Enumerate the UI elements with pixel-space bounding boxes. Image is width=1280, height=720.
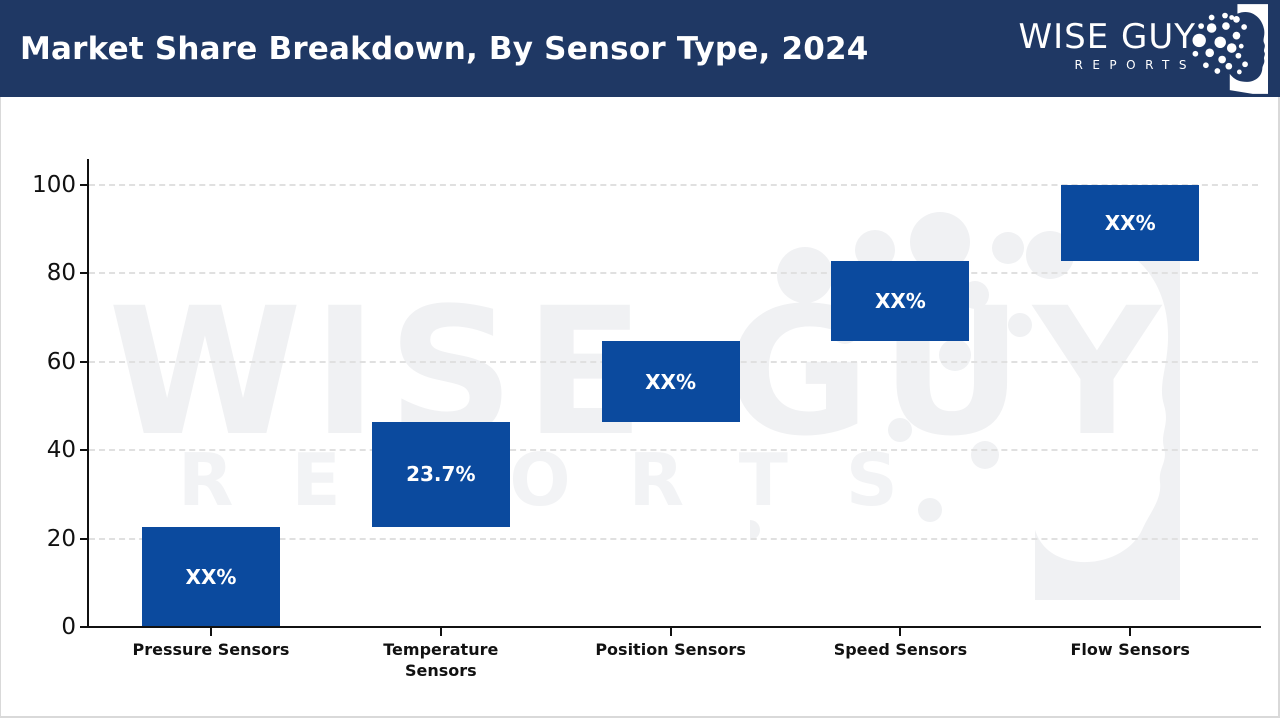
- x-axis-tick: [439, 628, 442, 636]
- page-border-right: [1278, 97, 1280, 717]
- logo-wordmark: WISE GUY: [1018, 17, 1196, 57]
- x-category-label: Speed Sensors: [833, 640, 968, 659]
- x-axis-tick: [899, 628, 902, 636]
- watermark-subtitle: REPORTS: [178, 438, 956, 522]
- y-tick-label: 100: [32, 172, 76, 198]
- grid-line: [89, 272, 1258, 275]
- x-axis-tick: [1129, 628, 1132, 636]
- y-axis-tick: [80, 272, 88, 275]
- y-tick-label: 20: [46, 525, 76, 552]
- bar-segment: XX%: [142, 526, 280, 627]
- header-bar: Market Share Breakdown, By Sensor Type, …: [0, 0, 1280, 97]
- page-border-bottom: [0, 716, 1280, 718]
- x-category-label: Temperature Sensors: [383, 640, 499, 680]
- x-axis-line: [87, 626, 1261, 628]
- wise-guy-logo: WISE GUY REPORTS: [1000, 4, 1268, 94]
- grid-line: [89, 537, 1258, 540]
- y-axis-tick: [80, 360, 88, 363]
- y-tick-label: 40: [46, 437, 76, 464]
- y-axis-tick: [80, 449, 88, 452]
- bar-segment: XX%: [1061, 185, 1200, 262]
- grid-line: [89, 184, 1258, 186]
- bar-value-label: XX%: [874, 289, 926, 314]
- logo-text: WISE GUY REPORTS: [1018, 17, 1196, 72]
- page-border-left: [0, 97, 1, 717]
- x-category-label: Position Sensors: [595, 640, 746, 659]
- dotted-head-profile-icon: [1192, 4, 1268, 94]
- x-category-label: Pressure Sensors: [132, 640, 290, 659]
- y-axis-line: [87, 159, 89, 627]
- y-axis-tick: [80, 537, 88, 540]
- x-axis-tick: [210, 628, 212, 636]
- bar-segment: XX%: [601, 341, 740, 422]
- bar-value-label: XX%: [185, 564, 237, 589]
- bar-segment: 23.7%: [371, 421, 510, 527]
- bar-value-label: XX%: [1104, 211, 1156, 235]
- waterfall-chart: 0 20 40 60 80 100 XX% 23.7% XX% XX% XX% Pressure …: [0, 97, 1280, 717]
- x-axis-tick: [669, 628, 672, 636]
- x-category-label: Flow Sensors: [1070, 640, 1190, 659]
- y-tick-label: 60: [46, 348, 76, 375]
- y-axis-tick: [80, 626, 88, 628]
- logo-subtitle: REPORTS: [1074, 57, 1196, 72]
- page-title: Market Share Breakdown, By Sensor Type, …: [20, 30, 869, 67]
- bar-segment: XX%: [831, 261, 970, 342]
- y-tick-label: 0: [61, 614, 76, 640]
- bar-value-label: 23.7%: [406, 462, 476, 487]
- grid-line: [89, 449, 1258, 452]
- y-tick-label: 80: [46, 260, 76, 287]
- bar-value-label: XX%: [645, 369, 697, 394]
- y-axis-tick: [80, 184, 88, 186]
